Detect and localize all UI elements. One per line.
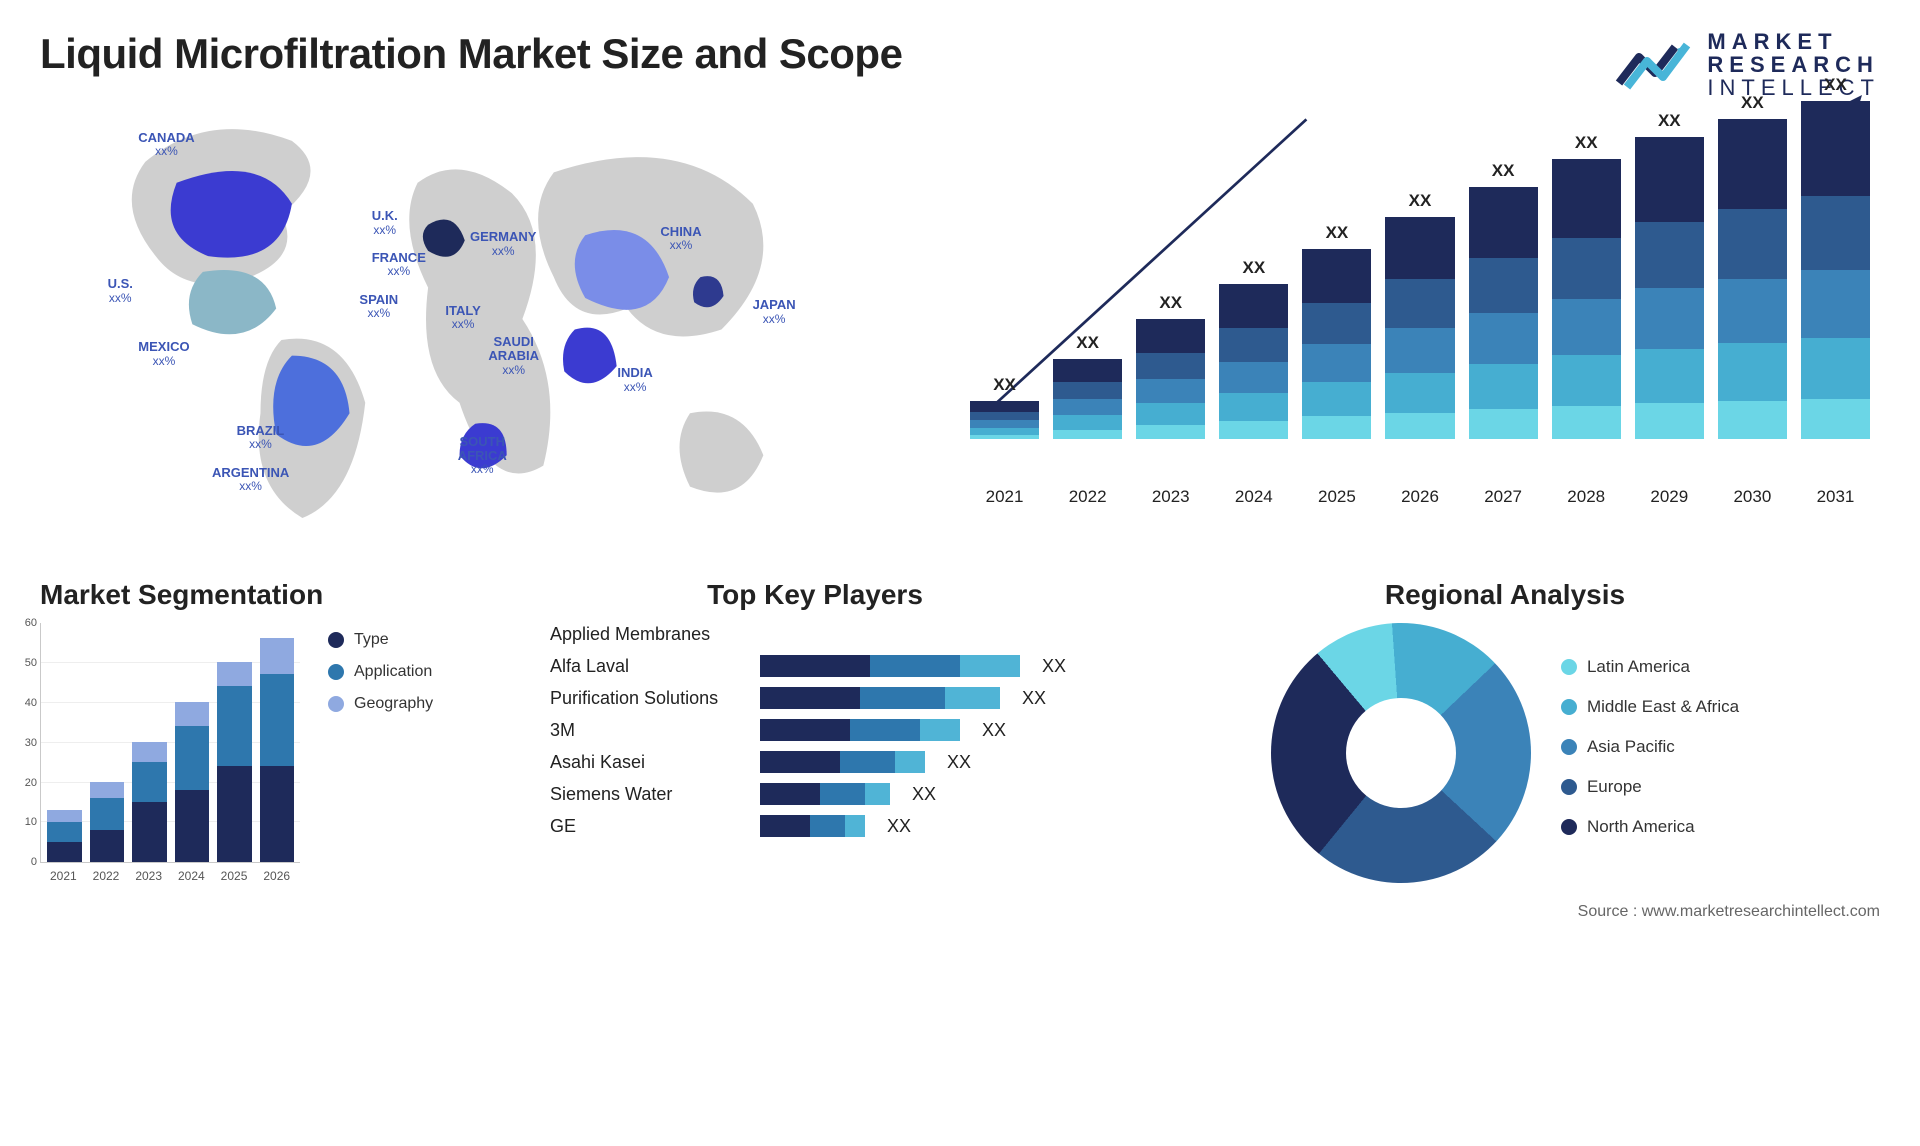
growth-year-label: 2024: [1219, 487, 1288, 507]
growth-year-label: 2021: [970, 487, 1039, 507]
player-row: Applied Membranes: [550, 623, 1080, 645]
player-name: Siemens Water: [550, 784, 750, 805]
map-label: ITALYxx%: [445, 304, 480, 331]
growth-year-label: 2031: [1801, 487, 1870, 507]
growth-bar: XX: [1801, 75, 1870, 439]
regional-title: Regional Analysis: [1130, 579, 1880, 611]
map-label: FRANCExx%: [372, 251, 426, 278]
growth-chart: XXXXXXXXXXXXXXXXXXXXXX 20212022202320242…: [960, 99, 1880, 539]
growth-year-label: 2025: [1302, 487, 1371, 507]
map-label: CANADAxx%: [138, 131, 194, 158]
growth-year-label: 2023: [1136, 487, 1205, 507]
world-map: CANADAxx% U.S.xx% MEXICOxx% BRAZILxx% ARGENT…: [40, 99, 900, 539]
player-row: 3M XX: [550, 719, 1080, 741]
player-value: XX: [1022, 688, 1046, 709]
growth-bar: XX: [1136, 293, 1205, 439]
map-label: U.S.xx%: [108, 277, 133, 304]
key-players-title: Top Key Players: [550, 579, 1080, 611]
segmentation-legend: Type Application Geography: [328, 631, 433, 727]
map-label: INDIAxx%: [617, 366, 652, 393]
map-label: SOUTHAFRICAxx%: [458, 435, 507, 477]
map-label: GERMANYxx%: [470, 230, 536, 257]
player-value: XX: [912, 784, 936, 805]
map-label: CHINAxx%: [660, 225, 701, 252]
segmentation-chart: 6050403020100: [40, 623, 300, 863]
player-row: GE XX: [550, 815, 1080, 837]
player-name: Purification Solutions: [550, 688, 750, 709]
map-label: ARGENTINAxx%: [212, 466, 289, 493]
key-players-section: Top Key Players Applied Membranes Alfa La…: [550, 579, 1080, 847]
player-row: Purification Solutions XX: [550, 687, 1080, 709]
regional-legend: Latin America Middle East & Africa Asia Pa…: [1561, 657, 1739, 857]
legend-item: Type: [328, 631, 433, 649]
player-value: XX: [1042, 656, 1066, 677]
player-bar: [760, 719, 960, 741]
growth-bar: XX: [970, 375, 1039, 439]
growth-year-label: 2030: [1718, 487, 1787, 507]
page-title: Liquid Microfiltration Market Size and S…: [40, 30, 902, 78]
growth-bar: XX: [1053, 333, 1122, 439]
segmentation-bar: [217, 662, 252, 862]
legend-item: Europe: [1561, 777, 1739, 797]
player-bar: [760, 751, 925, 773]
player-name: Asahi Kasei: [550, 752, 750, 773]
segmentation-bar: [175, 702, 210, 862]
player-value: XX: [947, 752, 971, 773]
growth-bar: XX: [1552, 133, 1621, 439]
growth-bar: XX: [1219, 258, 1288, 439]
player-bar: [760, 655, 1020, 677]
map-label: BRAZILxx%: [237, 424, 285, 451]
player-value: XX: [982, 720, 1006, 741]
player-bar: [760, 815, 865, 837]
player-row: Asahi Kasei XX: [550, 751, 1080, 773]
segmentation-bar: [90, 782, 125, 862]
player-name: 3M: [550, 720, 750, 741]
map-label: U.K.xx%: [372, 209, 398, 236]
logo-icon: [1615, 39, 1693, 91]
growth-bar: XX: [1469, 161, 1538, 439]
map-label: MEXICOxx%: [138, 340, 189, 367]
legend-item: North America: [1561, 817, 1739, 837]
growth-year-label: 2026: [1385, 487, 1454, 507]
map-label: SPAINxx%: [359, 293, 398, 320]
map-label: SAUDIARABIAxx%: [488, 335, 539, 377]
legend-item: Application: [328, 663, 433, 681]
map-label: JAPANxx%: [753, 298, 796, 325]
segmentation-title: Market Segmentation: [40, 579, 500, 611]
growth-bar: XX: [1635, 111, 1704, 439]
growth-year-label: 2022: [1053, 487, 1122, 507]
segmentation-bar: [260, 638, 295, 862]
player-bar: [760, 687, 1000, 709]
source-attribution: Source : www.marketresearchintellect.com: [40, 903, 1880, 921]
segmentation-section: Market Segmentation 6050403020100 202120…: [40, 579, 500, 883]
legend-item: Asia Pacific: [1561, 737, 1739, 757]
segmentation-bar: [47, 810, 82, 862]
player-row: Alfa Laval XX: [550, 655, 1080, 677]
player-name: GE: [550, 816, 750, 837]
player-name: Alfa Laval: [550, 656, 750, 677]
player-name: Applied Membranes: [550, 624, 750, 645]
growth-bar: XX: [1385, 191, 1454, 439]
growth-year-label: 2027: [1469, 487, 1538, 507]
growth-bar: XX: [1302, 223, 1371, 439]
legend-item: Geography: [328, 695, 433, 713]
player-bar: [760, 783, 890, 805]
regional-section: Regional Analysis Latin America Middle Ea…: [1130, 579, 1880, 883]
segmentation-bar: [132, 742, 167, 862]
legend-item: Middle East & Africa: [1561, 697, 1739, 717]
growth-year-label: 2029: [1635, 487, 1704, 507]
player-row: Siemens Water XX: [550, 783, 1080, 805]
player-value: XX: [887, 816, 911, 837]
growth-bar: XX: [1718, 93, 1787, 439]
legend-item: Latin America: [1561, 657, 1739, 677]
growth-year-label: 2028: [1552, 487, 1621, 507]
regional-donut-chart: [1271, 623, 1531, 883]
